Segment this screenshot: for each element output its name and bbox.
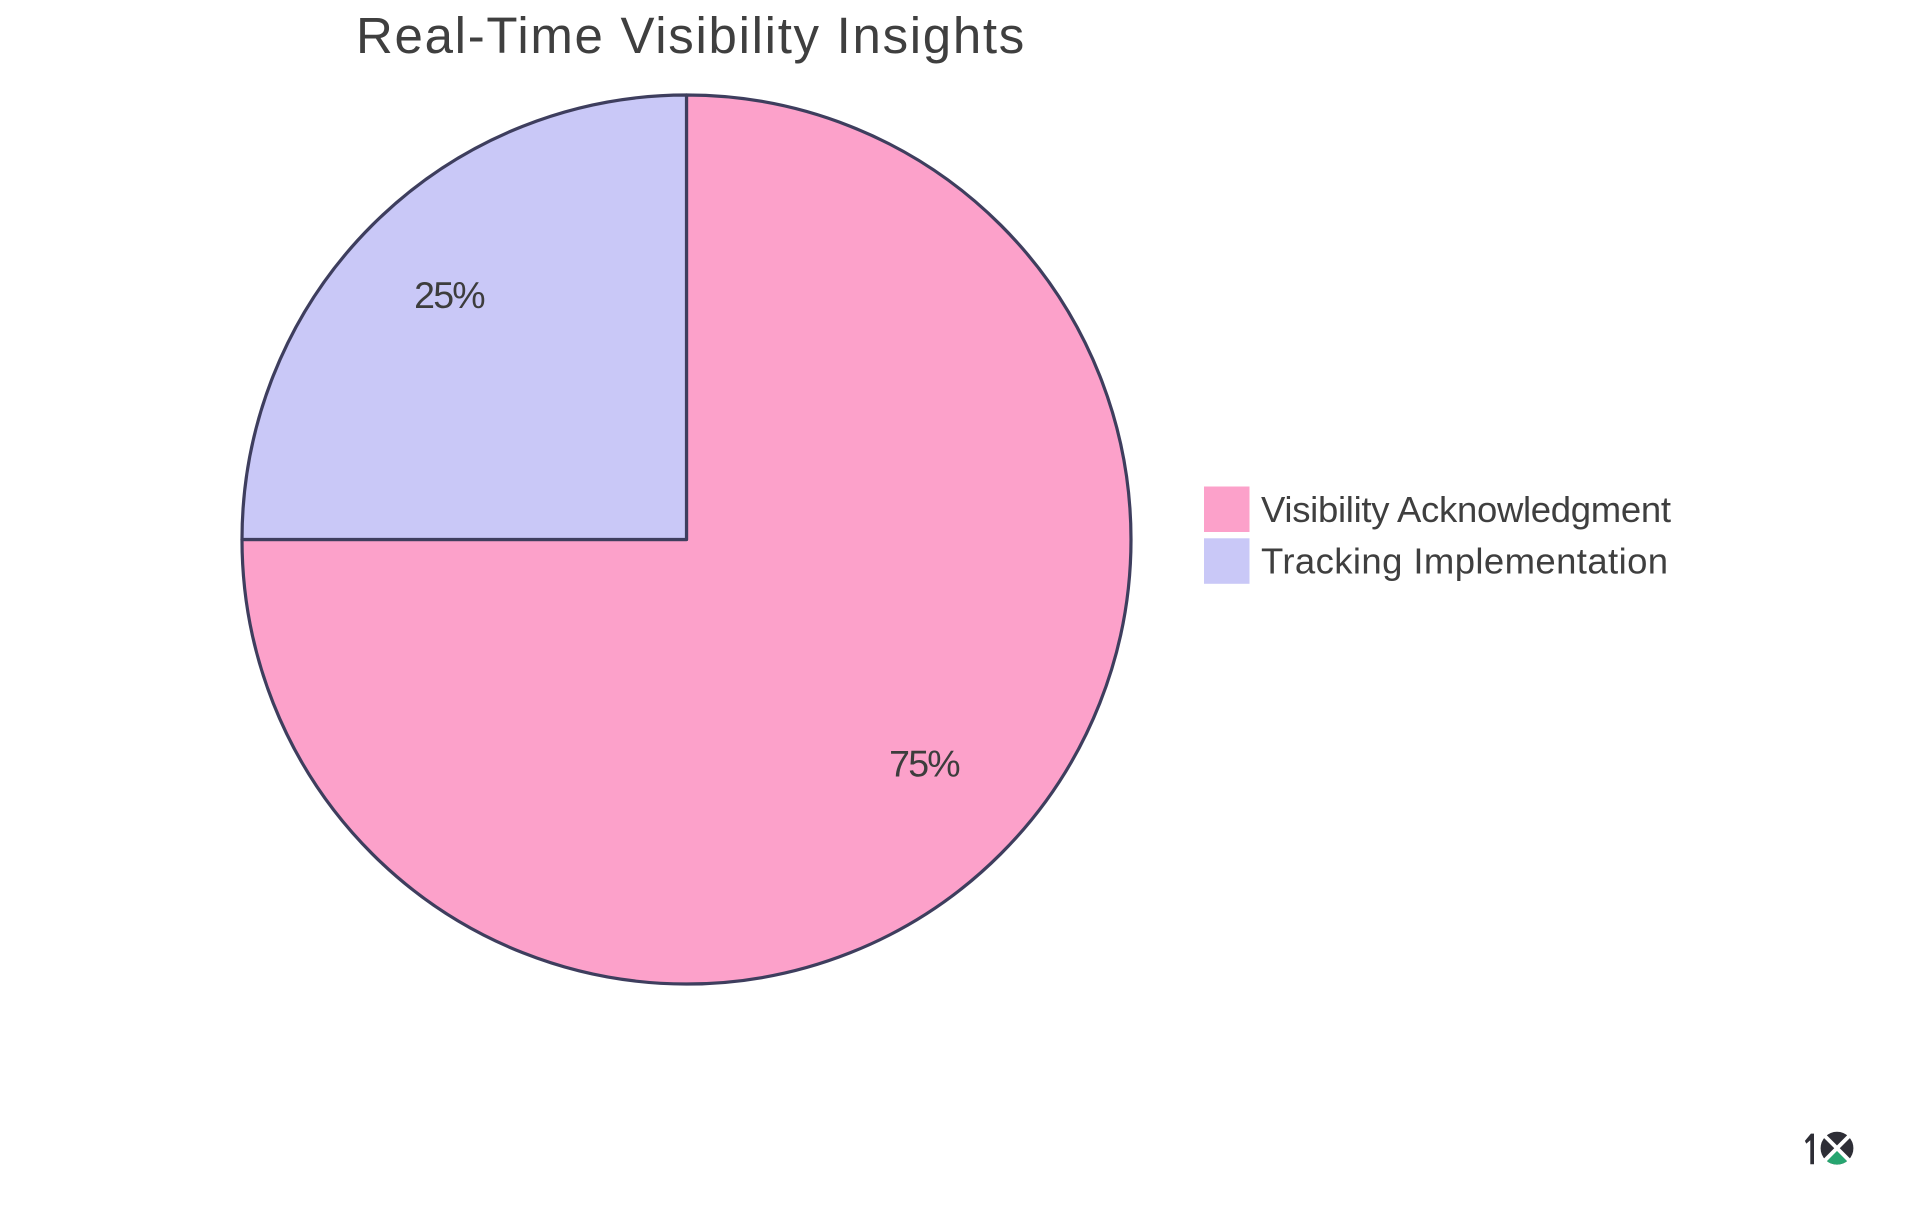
svg-text:Tracking Implementation: Tracking Implementation xyxy=(1261,541,1669,582)
svg-text:25%: 25% xyxy=(414,274,484,316)
svg-text:75%: 75% xyxy=(889,742,959,784)
svg-text:Visibility Acknowledgment: Visibility Acknowledgment xyxy=(1261,489,1671,530)
